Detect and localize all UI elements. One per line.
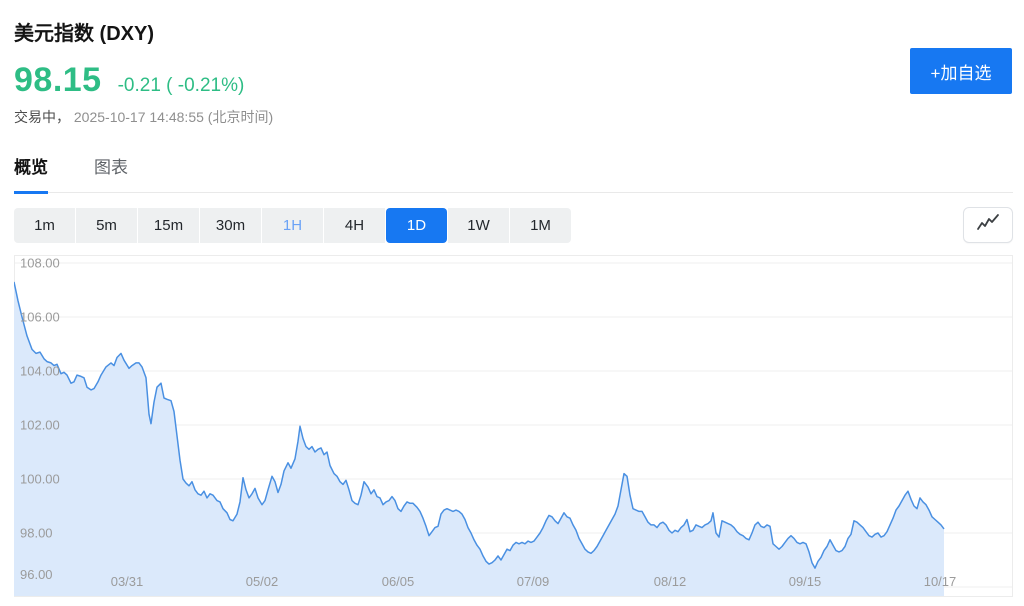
x-axis-label: 03/31 [111,574,144,589]
add-watchlist-button[interactable]: +加自选 [910,48,1012,94]
price-chart-area[interactable]: 108.00 106.00 104.00 102.00 100.00 98.00 96.00… [13,255,1013,597]
x-axis-label: 09/15 [789,574,822,589]
range-button-1h[interactable]: 1H [262,207,323,243]
y-axis-label: 108.00 [20,256,60,271]
price-area-fill [14,281,944,596]
x-axis-label: 05/02 [246,574,279,589]
tab-chart[interactable]: 图表 [94,158,128,192]
tab-chart-label: 图表 [94,158,128,177]
quote-timestamp: 2025-10-17 14:48:55 (北京时间) [73,109,274,125]
tab-overview-label: 概览 [14,158,48,177]
range-button-1w[interactable]: 1W [448,207,509,243]
tab-bar: 概览 图表 [14,158,1013,194]
y-axis-label: 96.00 [20,567,53,582]
y-axis-label: 102.00 [20,418,60,433]
tab-overview[interactable]: 概览 [14,158,48,194]
y-axis-label: 106.00 [20,310,60,325]
interval-toolbar: 1m 5m 15m 30m 1H 4H 1D 1W 1M [14,207,571,243]
range-button-1m[interactable]: 1m [14,207,75,243]
price-change: -0.21 ( -0.21%) [117,75,245,96]
range-button-4h[interactable]: 4H [324,207,385,243]
price-line [13,281,945,569]
price-value: 98.15 [14,61,102,99]
range-button-30m[interactable]: 30m [200,207,261,243]
range-button-1m-month[interactable]: 1M [510,207,571,243]
y-axis-label: 98.00 [20,526,53,541]
active-tab-underline [14,191,48,194]
price-chart-svg: 108.00 106.00 104.00 102.00 100.00 98.00 96.00… [13,255,1013,597]
price-row: 98.15 -0.21 ( -0.21%) [14,61,1024,99]
x-axis-label: 08/12 [654,574,687,589]
y-axis-label: 100.00 [20,472,60,487]
x-axis-label: 06/05 [382,574,415,589]
x-axis-label: 07/09 [517,574,550,589]
range-button-1d[interactable]: 1D [386,207,447,243]
status-row: 交易中， 2025-10-17 14:48:55 (北京时间) [14,109,1024,126]
trading-status: 交易中， [14,109,70,125]
line-chart-icon [976,213,1000,238]
chart-controls: 1m 5m 15m 30m 1H 4H 1D 1W 1M [14,207,1013,243]
x-axis-label: 10/17 [924,574,957,589]
chart-type-button[interactable] [963,207,1013,243]
page-title: 美元指数 (DXY) [14,23,154,45]
range-button-5m[interactable]: 5m [76,207,137,243]
y-axis-label: 104.00 [20,364,60,379]
range-button-15m[interactable]: 15m [138,207,199,243]
